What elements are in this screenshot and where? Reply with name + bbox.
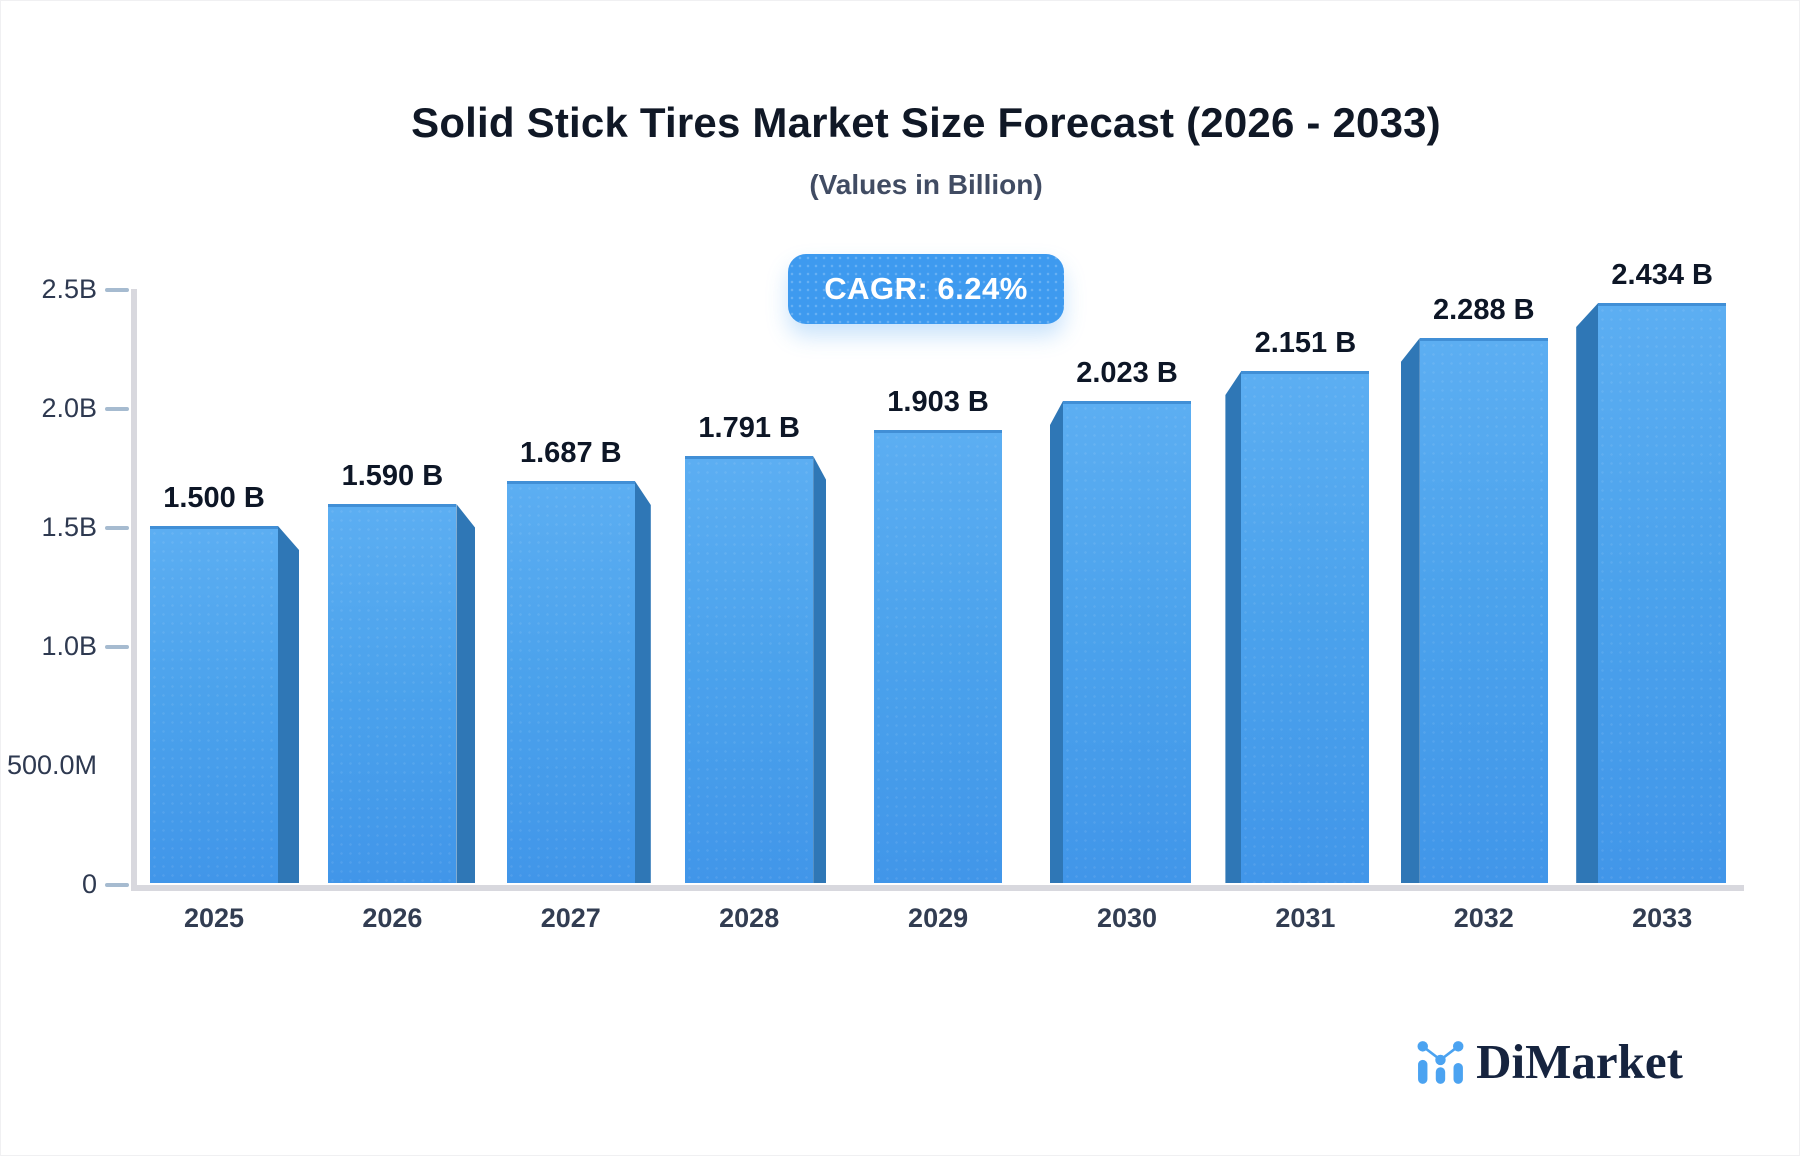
bar-side (634, 481, 651, 883)
bar-2027 (506, 481, 656, 883)
bar-value-label: 2.023 B (1076, 357, 1178, 389)
x-axis-label: 2026 (362, 903, 423, 933)
bar-2025 (150, 526, 299, 883)
y-axis-tick-dash (105, 406, 129, 411)
bar-face (150, 526, 278, 883)
bar-value-label: 2.151 B (1254, 327, 1357, 359)
bar-face (1419, 338, 1548, 883)
bar-value-label: 1.791 B (698, 412, 800, 444)
bar-face (1598, 303, 1727, 883)
brand-logo: DiMarket (1417, 1037, 1683, 1086)
bar-side (1400, 338, 1420, 883)
x-axis-label: 2029 (908, 903, 969, 933)
bar-value-label: 2.288 B (1433, 294, 1535, 326)
x-axis-baseline (131, 885, 1744, 891)
bar-side (278, 526, 299, 883)
cagr-badge-label: CAGR: 6.24% (824, 271, 1028, 306)
x-axis-label: 2025 (183, 903, 245, 933)
bar-face (1063, 401, 1191, 883)
x-axis-label: 2031 (1275, 903, 1336, 933)
bar-face (874, 430, 1003, 883)
y-axis-tick-label: 1.5B (41, 511, 97, 542)
y-axis-tick-label: 500.0M (6, 749, 97, 780)
bar-value-label: 1.590 B (341, 460, 444, 492)
y-axis-tick-label: 2.0B (41, 392, 97, 423)
bar-side (813, 456, 827, 883)
y-axis-line (131, 289, 137, 891)
bar-side (456, 504, 476, 883)
bar-value-label: 1.903 B (887, 386, 989, 418)
y-axis-tick-dash (105, 525, 129, 530)
bar-2033 (1576, 303, 1727, 883)
chart-subtitle: (Values in Billion) (809, 169, 1043, 200)
bar-2031 (1220, 371, 1370, 883)
bar-2026 (328, 504, 477, 883)
bar-value-label: 1.687 B (520, 437, 622, 469)
bar-side (1225, 371, 1242, 883)
y-axis-tick-label: 2.5B (41, 273, 97, 304)
bar-side (1050, 401, 1063, 883)
y-axis-tick-label: 1.0B (41, 630, 97, 661)
bar-2032 (1399, 338, 1548, 883)
brand-logo-text: DiMarket (1476, 1034, 1683, 1089)
x-axis-label: 2032 (1453, 903, 1514, 933)
y-axis-tick-dash (105, 883, 129, 887)
bar-value-label: 1.500 B (163, 482, 265, 514)
x-axis-label: 2028 (719, 903, 780, 933)
x-axis-label: 2030 (1096, 903, 1158, 933)
bar-face (328, 504, 457, 883)
y-axis-tick-dash (105, 287, 129, 292)
bar-face (685, 456, 814, 883)
x-axis-label: 2027 (540, 903, 601, 933)
chart-title: Solid Stick Tires Market Size Forecast (… (411, 99, 1441, 146)
bar-2030 (1042, 401, 1191, 883)
y-axis-tick-dash (105, 644, 129, 649)
bar-face (1241, 371, 1370, 883)
x-axis-label: 2033 (1632, 903, 1693, 933)
bar-value-label: 2.434 B (1611, 259, 1713, 291)
bar-side (1576, 303, 1599, 883)
brand-logo-icon (1417, 1040, 1464, 1084)
bar-2029 (864, 430, 1013, 883)
bar-2028 (685, 456, 834, 883)
cagr-badge: CAGR: 6.24% (788, 254, 1064, 324)
y-axis-tick-label: 0 (81, 869, 97, 899)
bar-face (506, 481, 635, 883)
